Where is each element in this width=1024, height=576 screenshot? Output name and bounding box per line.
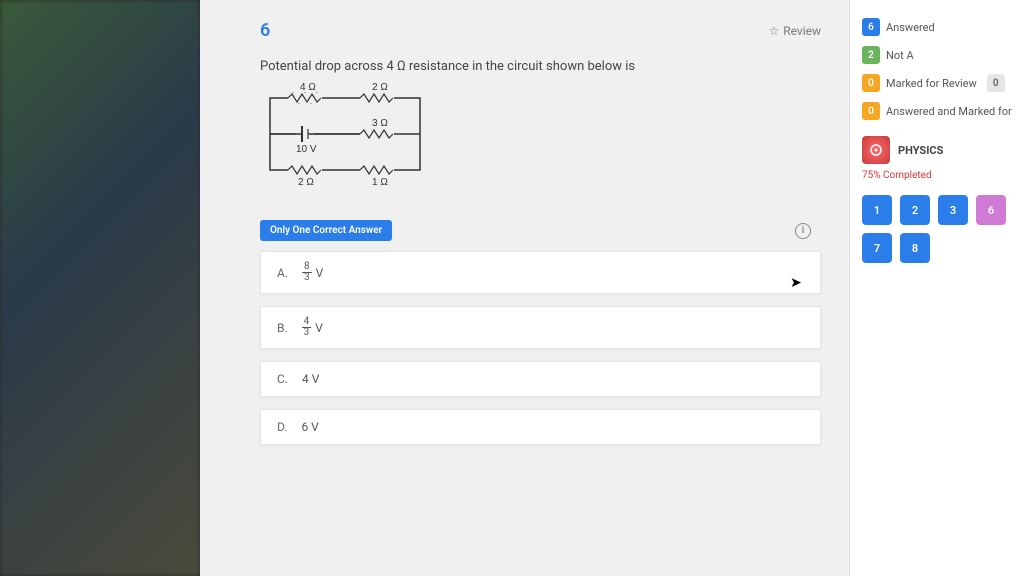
option-value: 4 V [302,372,319,386]
question-text: Potential drop across 4 Ω resistance in … [260,59,821,74]
svg-text:2 Ω: 2 Ω [372,82,388,93]
legend-count: 2 [862,46,880,64]
subject-icon [862,136,890,164]
option-c[interactable]: C. 4 V [260,361,821,397]
option-value: 83V [302,262,323,283]
progress-text: 75% Completed [862,170,1024,181]
option-letter: D. [277,420,287,434]
info-icon[interactable]: i [795,223,811,239]
legend-item: 2 Not A [862,46,1024,64]
subject-label: PHYSICS [898,144,943,157]
option-a[interactable]: A. 83V [260,251,821,294]
legend-label: Answered and Marked for [886,105,1012,118]
question-tile-2[interactable]: 2 [900,195,930,225]
question-tile-7[interactable]: 7 [862,233,892,263]
question-tile-3[interactable]: 3 [938,195,968,225]
legend-item: 0 Answered and Marked for [862,102,1024,120]
legend-label: Marked for Review [886,77,977,90]
legend-item: 6 Answered [862,18,1024,36]
svg-text:1 Ω: 1 Ω [372,177,388,188]
question-tile-1[interactable]: 1 [862,195,892,225]
legend-item: 0Marked for Review0 [862,74,1024,92]
option-value: 43V [302,317,323,338]
circuit-diagram: 4 Ω 2 Ω 3 Ω 10 V 2 Ω 1 Ω [260,80,430,190]
review-label: Review [783,24,821,38]
svg-text:3 Ω: 3 Ω [372,118,388,129]
sidebar: 6Answered2Not A0Marked for Review00Answe… [849,0,1024,576]
question-tile-8[interactable]: 8 [900,233,930,263]
svg-text:10 V: 10 V [296,144,317,155]
legend-count: 0 [862,102,880,120]
legend-count: 6 [862,18,880,36]
star-icon: ☆ [768,24,779,38]
option-letter: A. [277,266,288,280]
option-letter: C. [277,372,288,386]
question-tile-6[interactable]: 6 [976,195,1006,225]
svg-text:4 Ω: 4 Ω [300,82,316,93]
answer-type-badge: Only One Correct Answer [260,220,392,241]
option-b[interactable]: B. 43V [260,306,821,349]
option-d[interactable]: D. 6 V [260,409,821,445]
legend-count: 0 [862,74,880,92]
legend-label: Not A [886,49,914,62]
option-letter: B. [277,321,288,335]
option-value: 6 V [301,420,318,434]
svg-text:2 Ω: 2 Ω [298,177,314,188]
review-button[interactable]: ☆ Review [768,24,821,38]
legend-label: Answered [886,21,935,34]
question-number: 6 [260,20,270,41]
